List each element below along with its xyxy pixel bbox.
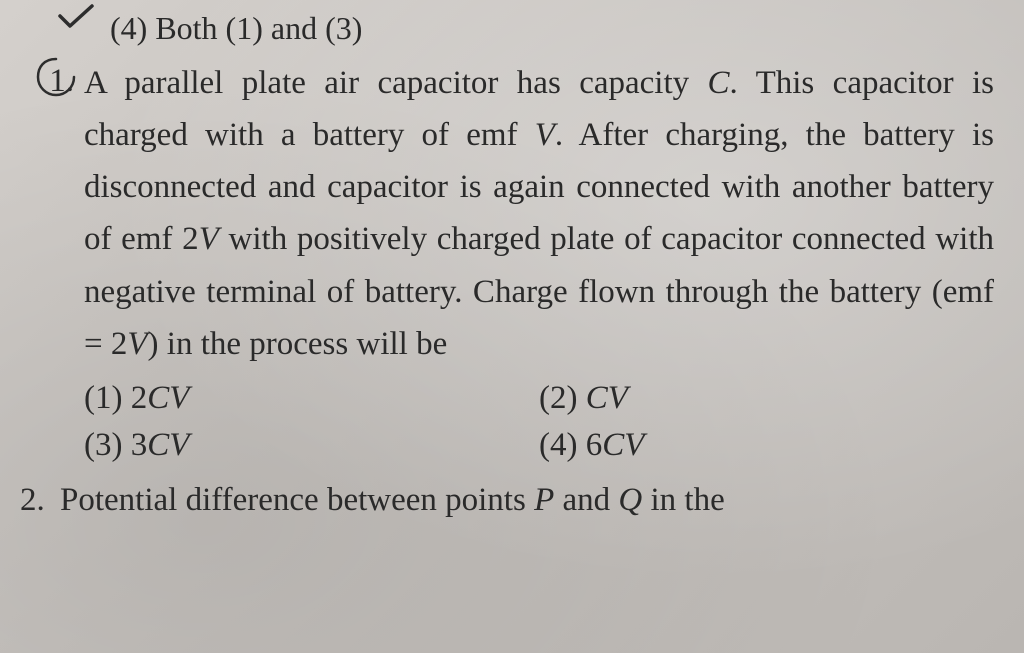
question-block: 1. A parallel plate air capacitor has ca…: [20, 57, 994, 370]
circle-mark-icon: [32, 53, 80, 101]
checkmark-icon: [56, 2, 96, 32]
previous-question-option-4: (4) Both (1) and (3): [110, 10, 994, 47]
next-question-number: 2.: [20, 482, 60, 519]
next-question-text: Potential difference between points P an…: [60, 482, 994, 519]
answer-option-4: (4) 6CV: [539, 427, 994, 464]
answer-option-2: (2) CV: [539, 380, 994, 417]
answer-options: (1) 2CV(2) CV(3) 3CV(4) 6CV: [84, 380, 994, 464]
answer-option-3: (3) 3CV: [84, 427, 539, 464]
question-text: A parallel plate air capacitor has capac…: [84, 57, 994, 370]
question-number: 1.: [20, 57, 84, 107]
next-question-partial: 2. Potential difference between points P…: [20, 482, 994, 519]
answer-option-1: (1) 2CV: [84, 380, 539, 417]
